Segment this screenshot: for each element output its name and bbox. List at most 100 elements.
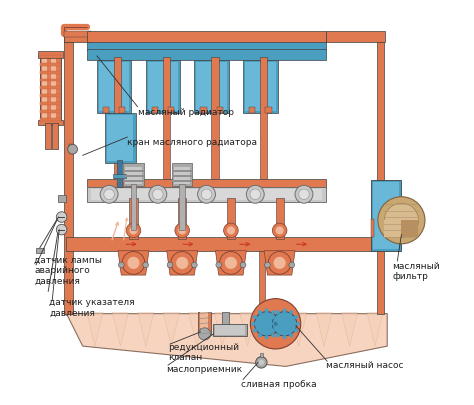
Circle shape	[153, 190, 163, 200]
Bar	[275, 198, 284, 239]
Bar	[66, 238, 375, 251]
Polygon shape	[401, 221, 419, 238]
Bar	[131, 184, 137, 231]
Bar	[152, 107, 158, 113]
Bar	[99, 63, 129, 111]
Bar	[40, 119, 61, 122]
Bar	[51, 58, 56, 122]
Bar	[201, 313, 208, 328]
Circle shape	[143, 262, 148, 268]
Circle shape	[191, 262, 197, 268]
Circle shape	[276, 334, 280, 338]
Bar	[377, 249, 384, 314]
Bar	[113, 174, 126, 178]
Circle shape	[225, 257, 237, 269]
Bar	[371, 180, 401, 251]
Polygon shape	[66, 314, 387, 367]
Bar	[91, 190, 322, 200]
Circle shape	[240, 262, 246, 268]
Bar	[38, 51, 63, 59]
Bar	[52, 124, 57, 150]
Bar	[97, 61, 131, 113]
Circle shape	[129, 227, 137, 235]
Circle shape	[246, 186, 264, 204]
Bar	[326, 32, 385, 43]
Bar	[123, 164, 144, 186]
Circle shape	[56, 225, 67, 235]
Circle shape	[273, 322, 278, 326]
Polygon shape	[239, 313, 256, 346]
Bar	[260, 353, 263, 357]
Bar	[114, 58, 121, 179]
Polygon shape	[216, 251, 246, 275]
Bar	[105, 113, 136, 164]
Circle shape	[255, 312, 279, 336]
Bar	[260, 58, 267, 179]
Bar	[163, 58, 170, 179]
Bar	[87, 187, 326, 202]
Circle shape	[176, 257, 188, 269]
Bar	[36, 248, 44, 253]
Circle shape	[198, 186, 216, 204]
Bar	[179, 184, 185, 231]
Bar	[172, 171, 192, 172]
Circle shape	[289, 262, 295, 268]
Bar	[196, 63, 227, 111]
Bar	[40, 57, 61, 124]
Circle shape	[295, 186, 313, 204]
Circle shape	[167, 262, 173, 268]
Circle shape	[250, 299, 301, 349]
Bar	[168, 107, 174, 113]
Text: датчик указателя
давления: датчик указателя давления	[49, 298, 135, 317]
Circle shape	[271, 334, 275, 338]
Text: масляный насос: масляный насос	[326, 360, 403, 369]
Bar	[194, 61, 229, 113]
Bar	[103, 107, 109, 113]
Circle shape	[275, 227, 284, 235]
Polygon shape	[341, 313, 358, 346]
Circle shape	[216, 262, 221, 268]
Bar	[174, 168, 190, 184]
Circle shape	[264, 335, 269, 339]
Bar	[259, 318, 275, 324]
Polygon shape	[118, 251, 149, 275]
Bar	[123, 181, 144, 183]
Circle shape	[253, 315, 257, 319]
Bar	[87, 32, 326, 43]
Circle shape	[100, 186, 118, 204]
Circle shape	[271, 310, 275, 314]
Polygon shape	[264, 251, 295, 275]
Bar	[217, 107, 223, 113]
Circle shape	[289, 310, 293, 314]
Polygon shape	[291, 313, 307, 346]
Text: масляный
фильтр: масляный фильтр	[392, 261, 440, 281]
Circle shape	[258, 310, 262, 314]
Bar	[245, 63, 275, 111]
Bar	[213, 324, 247, 336]
Bar	[40, 79, 61, 82]
Bar	[117, 161, 122, 187]
Polygon shape	[87, 313, 103, 346]
Polygon shape	[112, 313, 128, 346]
Circle shape	[276, 310, 280, 314]
Bar	[221, 312, 229, 324]
Bar	[42, 58, 47, 122]
Bar	[119, 107, 125, 113]
Text: датчик лампы
аварийного
давления: датчик лампы аварийного давления	[34, 255, 102, 285]
Circle shape	[227, 227, 235, 235]
Bar	[148, 63, 178, 111]
Circle shape	[178, 227, 186, 235]
Circle shape	[269, 322, 273, 326]
Bar	[172, 164, 192, 186]
Circle shape	[128, 257, 139, 269]
Bar	[129, 198, 137, 239]
Circle shape	[283, 309, 286, 313]
Bar	[40, 72, 61, 75]
Bar	[146, 61, 180, 113]
Polygon shape	[265, 313, 281, 346]
Circle shape	[271, 329, 275, 333]
Circle shape	[126, 224, 141, 238]
Circle shape	[250, 190, 261, 200]
Circle shape	[219, 252, 242, 275]
Polygon shape	[167, 251, 198, 275]
